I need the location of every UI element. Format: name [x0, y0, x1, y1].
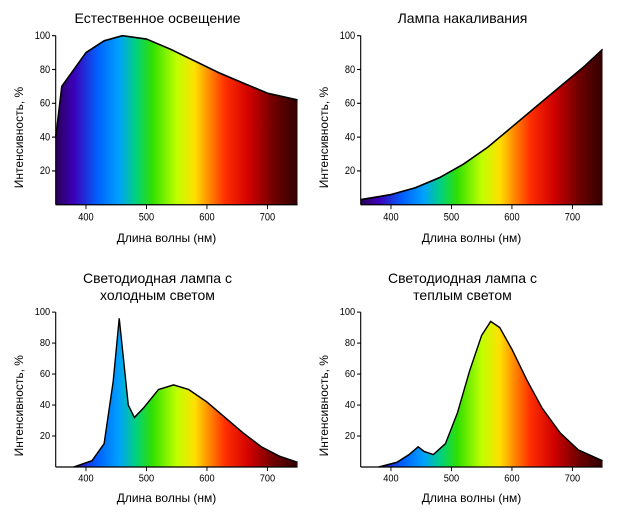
- svg-text:20: 20: [345, 430, 356, 442]
- svg-text:700: 700: [565, 211, 581, 223]
- svg-text:40: 40: [40, 399, 51, 411]
- panel-title: Естественное освещение: [75, 10, 241, 27]
- spectrum-chart: 400 500 600 700 20 40 60 80 100: [333, 29, 610, 229]
- svg-text:500: 500: [139, 211, 155, 223]
- panel-title: Светодиодная лампа степлым светом: [388, 270, 537, 304]
- svg-text:700: 700: [260, 211, 276, 223]
- svg-text:600: 600: [504, 472, 520, 484]
- svg-text:40: 40: [345, 399, 356, 411]
- svg-text:60: 60: [40, 368, 51, 380]
- y-axis-label: Интенсивность, %: [10, 29, 28, 245]
- svg-text:400: 400: [383, 472, 399, 484]
- panel-led_cold: Светодиодная лампа схолодным светом Интен…: [10, 270, 305, 505]
- svg-text:500: 500: [139, 472, 155, 484]
- svg-text:600: 600: [199, 472, 215, 484]
- svg-text:60: 60: [345, 98, 356, 110]
- panel-natural: Естественное освещениеИнтенсивность, %40…: [10, 10, 305, 245]
- svg-text:400: 400: [78, 211, 94, 223]
- panel-title: Лампа накаливания: [398, 10, 528, 27]
- svg-text:600: 600: [199, 211, 215, 223]
- svg-text:700: 700: [260, 472, 276, 484]
- svg-text:20: 20: [40, 165, 51, 177]
- svg-text:400: 400: [383, 211, 399, 223]
- svg-text:400: 400: [78, 472, 94, 484]
- panel-led_warm: Светодиодная лампа степлым светом Интенси…: [315, 270, 610, 505]
- y-axis-label: Интенсивность, %: [315, 306, 333, 505]
- svg-text:80: 80: [345, 337, 356, 349]
- svg-text:100: 100: [35, 306, 51, 318]
- svg-text:20: 20: [345, 165, 356, 177]
- x-axis-label: Длина волны (нм): [333, 231, 610, 245]
- panel-incandescent: Лампа накаливания Интенсивность, % 400 500 6…: [315, 10, 610, 245]
- svg-text:20: 20: [40, 430, 51, 442]
- spectrum-chart: 400 500 600 700 20 40 60 80 100: [28, 306, 305, 489]
- svg-text:500: 500: [444, 211, 460, 223]
- x-axis-label: Длина волны (нм): [28, 231, 305, 245]
- svg-text:40: 40: [345, 132, 356, 144]
- svg-text:80: 80: [345, 64, 356, 76]
- x-axis-label: Длина волны (нм): [28, 491, 305, 505]
- svg-text:80: 80: [40, 64, 51, 76]
- svg-text:100: 100: [35, 30, 51, 42]
- svg-text:80: 80: [40, 337, 51, 349]
- svg-text:40: 40: [40, 132, 51, 144]
- spectrum-chart: 400 500 600 700 20 40 60 80 100: [28, 29, 305, 229]
- svg-text:500: 500: [444, 472, 460, 484]
- svg-text:100: 100: [340, 306, 356, 318]
- svg-text:100: 100: [340, 30, 356, 42]
- y-axis-label: Интенсивность, %: [10, 306, 28, 505]
- panel-title: Светодиодная лампа схолодным светом: [83, 270, 232, 304]
- svg-text:700: 700: [565, 472, 581, 484]
- y-axis-label: Интенсивность, %: [315, 29, 333, 245]
- spectrum-chart: 400 500 600 700 20 40 60 80 100: [333, 306, 610, 489]
- svg-text:60: 60: [345, 368, 356, 380]
- x-axis-label: Длина волны (нм): [333, 491, 610, 505]
- svg-text:60: 60: [40, 98, 51, 110]
- svg-text:600: 600: [504, 211, 520, 223]
